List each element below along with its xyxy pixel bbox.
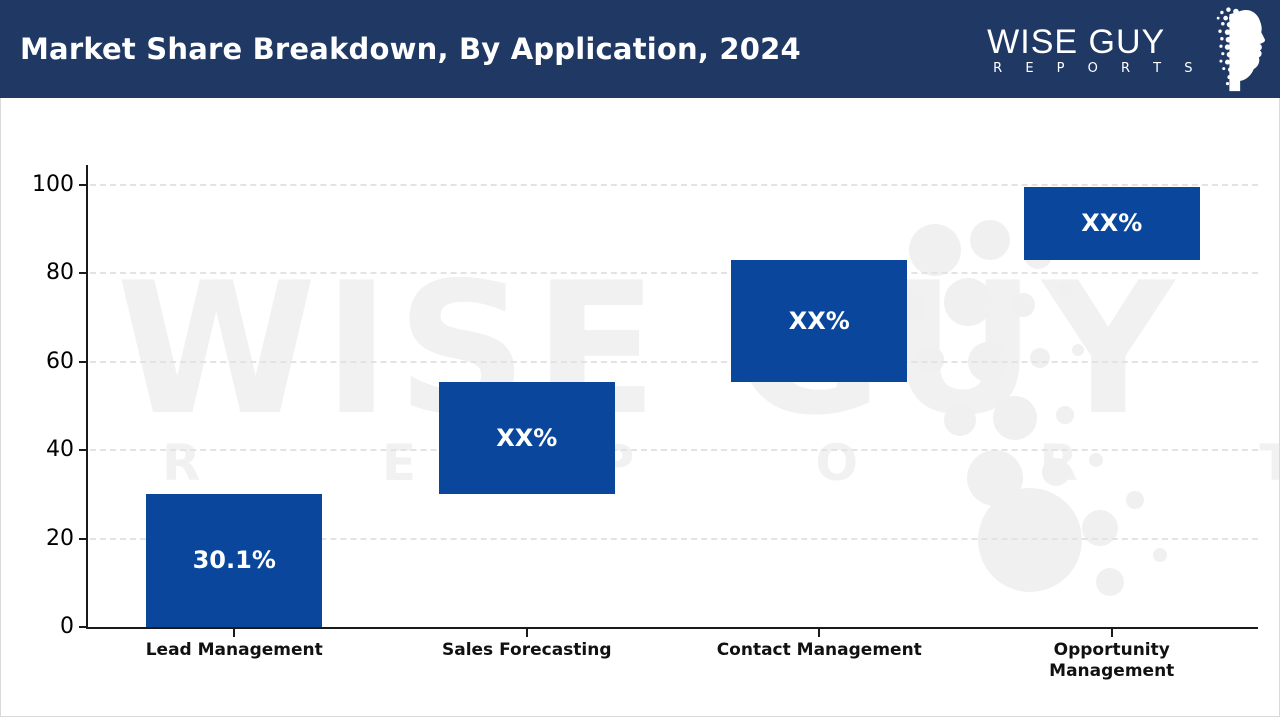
watermark-dots-head-icon <box>890 220 1167 596</box>
left-border <box>0 98 1 717</box>
gridline-40 <box>90 449 1258 452</box>
y-tick-label-60: 60 <box>46 348 74 374</box>
y-tick-label-0: 0 <box>60 614 74 639</box>
x-tick-opportunity-management <box>1110 629 1113 637</box>
y-tick-label-20: 20 <box>46 525 74 551</box>
bar-value-label-contact-management: XX% <box>788 306 850 335</box>
y-tick-label-80: 80 <box>46 260 74 286</box>
y-tick-40 <box>79 449 88 452</box>
bar-sales-forecasting: XX% <box>438 381 615 494</box>
bar-value-label-lead-management: 30.1% <box>192 546 276 575</box>
bar-opportunity-management: XX% <box>1023 186 1200 261</box>
header-bar: Market Share Breakdown, By Application, … <box>0 0 1280 98</box>
y-tick-60 <box>79 360 88 363</box>
y-tick-label-40: 40 <box>46 437 74 463</box>
bottom-border <box>0 716 1280 717</box>
bar-value-label-opportunity-management: XX% <box>1081 209 1143 238</box>
category-label-sales-forecasting: Sales Forecasting <box>441 640 612 660</box>
gridline-80 <box>90 272 1258 275</box>
logo-name: WISE GUY <box>987 22 1166 61</box>
bar-contact-management: XX% <box>731 260 908 382</box>
x-tick-sales-forecasting <box>525 629 528 637</box>
logo-tagline: R E P O R T S <box>993 60 1202 76</box>
wiseguy-logo: WISE GUY R E P O R T S <box>987 5 1266 93</box>
logo-text: WISE GUY R E P O R T S <box>987 23 1202 76</box>
bar-value-label-sales-forecasting: XX% <box>496 423 558 452</box>
chart-title: Market Share Breakdown, By Application, … <box>20 32 801 66</box>
gridline-100 <box>90 184 1258 186</box>
y-tick-20 <box>79 537 88 540</box>
bar-lead-management: 30.1% <box>146 493 323 627</box>
category-label-opportunity-management: Opportunity Management <box>1049 640 1175 681</box>
category-label-contact-management: Contact Management <box>716 640 922 660</box>
y-tick-100 <box>79 184 88 186</box>
x-tick-contact-management <box>818 629 821 637</box>
category-label-lead-management: Lead Management <box>145 640 323 660</box>
y-axis-spine <box>86 165 88 629</box>
y-tick-label-100: 100 <box>32 172 74 197</box>
gridline-60 <box>90 360 1258 363</box>
gridline-20 <box>90 537 1258 540</box>
y-tick-0 <box>79 626 88 628</box>
wiseguy-head-icon <box>1216 7 1266 92</box>
x-axis-spine <box>86 627 1258 629</box>
x-tick-lead-management <box>233 629 236 637</box>
y-tick-80 <box>79 272 88 275</box>
